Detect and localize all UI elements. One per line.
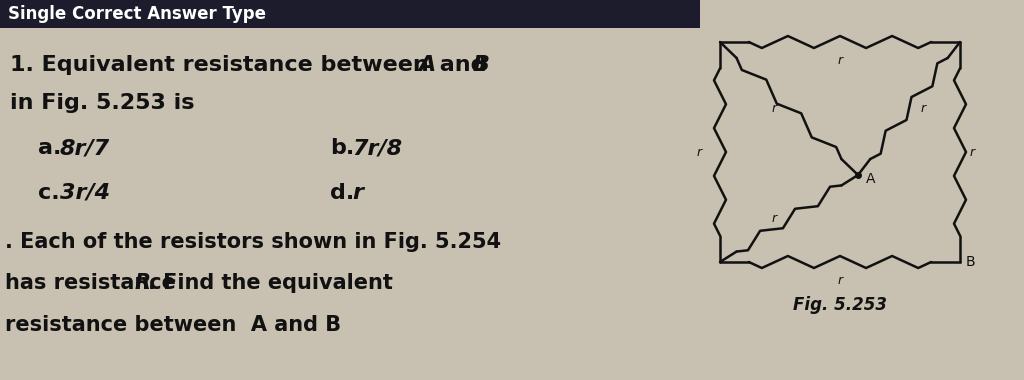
- FancyBboxPatch shape: [0, 0, 700, 28]
- Text: r: r: [970, 146, 975, 158]
- Text: A: A: [866, 172, 876, 186]
- Text: a.: a.: [38, 138, 61, 158]
- Text: d.: d.: [330, 183, 354, 203]
- Text: in Fig. 5.253 is: in Fig. 5.253 is: [10, 93, 195, 113]
- Text: . Each of the resistors shown in Fig. 5.254: . Each of the resistors shown in Fig. 5.…: [5, 232, 501, 252]
- Text: 7r/8: 7r/8: [352, 138, 402, 158]
- Text: c.: c.: [38, 183, 59, 203]
- Text: r: r: [697, 146, 702, 158]
- Text: A: A: [418, 55, 435, 75]
- Text: B: B: [473, 55, 490, 75]
- Text: r: r: [772, 212, 777, 225]
- Text: r: r: [838, 274, 843, 287]
- Text: B: B: [966, 255, 976, 269]
- Text: 1. Equivalent resistance between: 1. Equivalent resistance between: [10, 55, 436, 75]
- Text: r: r: [352, 183, 362, 203]
- Text: and: and: [432, 55, 495, 75]
- Text: Fig. 5.253: Fig. 5.253: [793, 296, 887, 314]
- Text: r: r: [838, 54, 843, 67]
- Text: r: r: [772, 102, 777, 115]
- Text: r: r: [921, 102, 926, 115]
- Text: R: R: [135, 273, 152, 293]
- Text: b.: b.: [330, 138, 354, 158]
- Text: 8r/7: 8r/7: [60, 138, 111, 158]
- Text: Single Correct Answer Type: Single Correct Answer Type: [8, 5, 266, 23]
- Text: resistance between  A and B: resistance between A and B: [5, 315, 341, 335]
- Text: . Find the equivalent: . Find the equivalent: [148, 273, 393, 293]
- Text: has resistance: has resistance: [5, 273, 183, 293]
- Text: 3r/4: 3r/4: [60, 183, 111, 203]
